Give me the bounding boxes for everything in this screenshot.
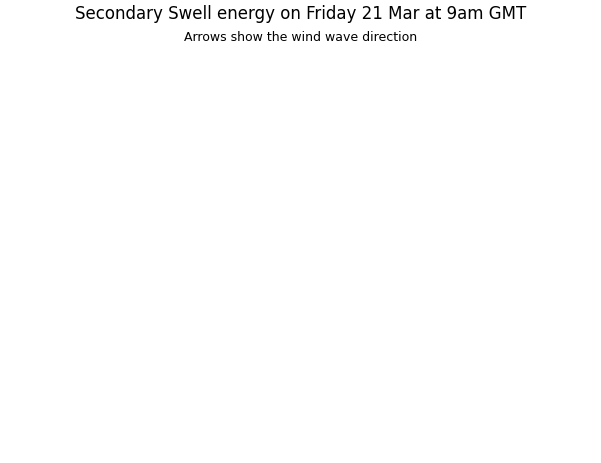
Text: Secondary Swell energy on Friday 21 Mar at 9am GMT: Secondary Swell energy on Friday 21 Mar … — [75, 5, 526, 23]
Text: Arrows show the wind wave direction: Arrows show the wind wave direction — [184, 31, 417, 44]
Text: cartopy required: cartopy required — [243, 249, 358, 263]
